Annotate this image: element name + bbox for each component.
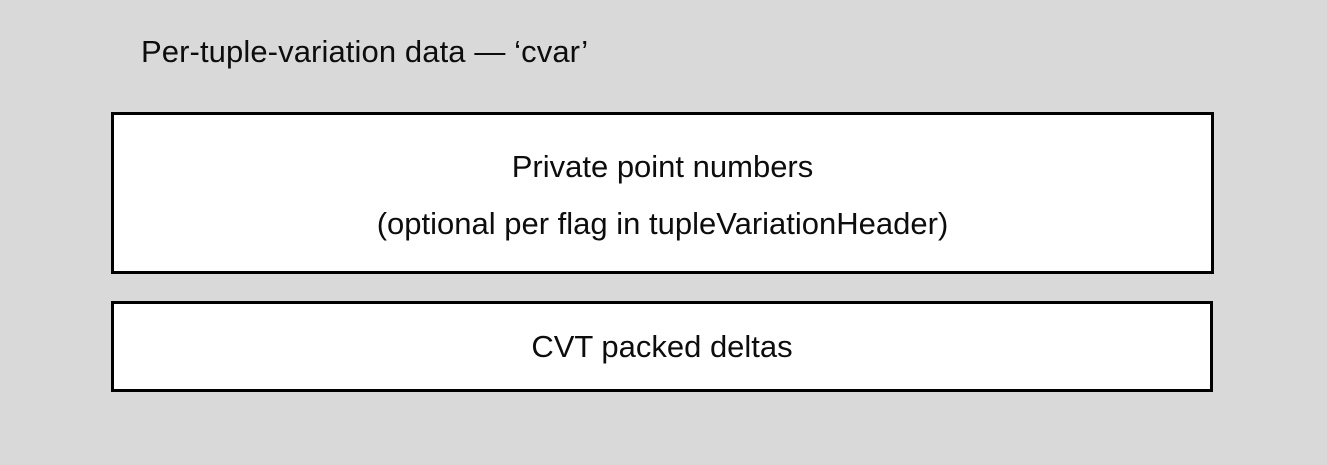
struct-box-private-point-numbers: Private point numbers (optional per flag… — [111, 112, 1214, 274]
struct-box-cvt-packed-deltas-line-1: CVT packed deltas — [531, 329, 793, 364]
struct-box-cvt-packed-deltas: CVT packed deltas — [111, 301, 1213, 392]
struct-box-private-point-numbers-line-2: (optional per flag in tupleVariationHead… — [376, 206, 949, 241]
struct-box-private-point-numbers-line-1: Private point numbers — [511, 149, 814, 184]
diagram-title: Per-tuple-variation data — ‘cvar’ — [141, 34, 589, 69]
